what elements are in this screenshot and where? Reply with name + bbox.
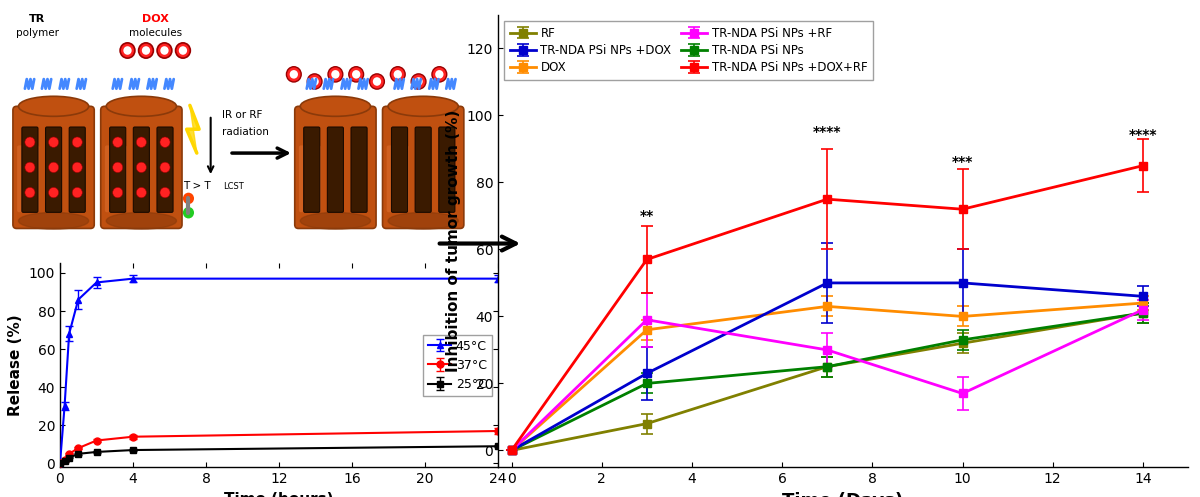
FancyBboxPatch shape bbox=[13, 106, 95, 229]
Ellipse shape bbox=[18, 96, 89, 116]
Ellipse shape bbox=[107, 96, 176, 116]
Circle shape bbox=[113, 187, 122, 198]
FancyBboxPatch shape bbox=[386, 146, 409, 212]
Polygon shape bbox=[187, 105, 199, 153]
X-axis label: Time (Days): Time (Days) bbox=[782, 492, 904, 497]
Circle shape bbox=[390, 67, 406, 82]
FancyBboxPatch shape bbox=[439, 127, 455, 212]
Circle shape bbox=[331, 70, 340, 79]
FancyBboxPatch shape bbox=[22, 127, 38, 212]
Legend: RF, TR-NDA PSi NPs +DOX, DOX, TR-NDA PSi NPs +RF, TR-NDA PSi NPs, TR-NDA PSi NPs: RF, TR-NDA PSi NPs +DOX, DOX, TR-NDA PSi… bbox=[504, 21, 874, 80]
Circle shape bbox=[160, 162, 170, 172]
FancyBboxPatch shape bbox=[383, 106, 464, 229]
Circle shape bbox=[138, 43, 154, 58]
FancyBboxPatch shape bbox=[46, 127, 61, 212]
Circle shape bbox=[373, 77, 382, 86]
Circle shape bbox=[412, 74, 426, 89]
Circle shape bbox=[113, 162, 122, 172]
Circle shape bbox=[179, 46, 187, 55]
FancyBboxPatch shape bbox=[109, 127, 126, 212]
Circle shape bbox=[311, 77, 319, 86]
Circle shape bbox=[349, 67, 364, 82]
Circle shape bbox=[161, 46, 169, 55]
Circle shape bbox=[328, 67, 343, 82]
FancyBboxPatch shape bbox=[352, 127, 367, 212]
Circle shape bbox=[25, 137, 35, 148]
Circle shape bbox=[72, 187, 83, 198]
Text: radiation: radiation bbox=[222, 127, 269, 137]
FancyBboxPatch shape bbox=[304, 127, 319, 212]
Text: molecules: molecules bbox=[128, 28, 181, 38]
Circle shape bbox=[432, 67, 446, 82]
Text: TR: TR bbox=[29, 14, 46, 24]
Circle shape bbox=[370, 74, 384, 89]
Circle shape bbox=[289, 70, 298, 79]
Text: LCST: LCST bbox=[223, 182, 245, 191]
Circle shape bbox=[48, 187, 59, 198]
Circle shape bbox=[48, 137, 59, 148]
Text: T > T: T > T bbox=[182, 181, 211, 191]
Text: DOX: DOX bbox=[142, 14, 169, 24]
Circle shape bbox=[72, 137, 83, 148]
FancyBboxPatch shape bbox=[17, 146, 40, 212]
FancyBboxPatch shape bbox=[157, 127, 173, 212]
Circle shape bbox=[48, 162, 59, 172]
Text: **: ** bbox=[640, 209, 654, 223]
FancyBboxPatch shape bbox=[415, 127, 431, 212]
Ellipse shape bbox=[388, 213, 458, 229]
Text: ****: **** bbox=[1129, 128, 1157, 142]
Circle shape bbox=[160, 137, 170, 148]
FancyBboxPatch shape bbox=[299, 146, 322, 212]
Text: ****: **** bbox=[812, 125, 841, 139]
Text: IR or RF: IR or RF bbox=[222, 110, 263, 120]
Ellipse shape bbox=[300, 213, 371, 229]
Ellipse shape bbox=[18, 213, 89, 229]
Circle shape bbox=[113, 137, 122, 148]
Circle shape bbox=[182, 207, 194, 219]
Text: ***: *** bbox=[952, 155, 973, 169]
FancyBboxPatch shape bbox=[295, 106, 376, 229]
Y-axis label: Inhibition of tumor growth (%): Inhibition of tumor growth (%) bbox=[446, 110, 461, 372]
FancyBboxPatch shape bbox=[133, 127, 149, 212]
Text: polymer: polymer bbox=[16, 28, 59, 38]
Circle shape bbox=[175, 43, 191, 58]
Circle shape bbox=[120, 43, 134, 58]
Circle shape bbox=[307, 74, 322, 89]
Circle shape bbox=[352, 70, 360, 79]
Ellipse shape bbox=[388, 96, 458, 116]
Circle shape bbox=[436, 70, 444, 79]
FancyBboxPatch shape bbox=[70, 127, 85, 212]
Legend: 45°C, 37°C, 25°C: 45°C, 37°C, 25°C bbox=[424, 334, 492, 396]
Circle shape bbox=[137, 137, 146, 148]
Circle shape bbox=[287, 67, 301, 82]
Circle shape bbox=[157, 43, 172, 58]
Circle shape bbox=[414, 77, 422, 86]
Ellipse shape bbox=[107, 213, 176, 229]
Y-axis label: Release (%): Release (%) bbox=[8, 315, 23, 416]
FancyBboxPatch shape bbox=[104, 146, 127, 212]
Circle shape bbox=[394, 70, 402, 79]
Circle shape bbox=[142, 46, 150, 55]
Circle shape bbox=[137, 187, 146, 198]
Circle shape bbox=[72, 162, 83, 172]
FancyBboxPatch shape bbox=[328, 127, 343, 212]
Circle shape bbox=[137, 162, 146, 172]
Circle shape bbox=[182, 193, 194, 204]
FancyBboxPatch shape bbox=[391, 127, 408, 212]
Circle shape bbox=[25, 162, 35, 172]
Circle shape bbox=[124, 46, 132, 55]
Circle shape bbox=[160, 187, 170, 198]
Circle shape bbox=[25, 187, 35, 198]
FancyBboxPatch shape bbox=[101, 106, 182, 229]
X-axis label: Time (hours): Time (hours) bbox=[224, 492, 334, 497]
Ellipse shape bbox=[300, 96, 371, 116]
